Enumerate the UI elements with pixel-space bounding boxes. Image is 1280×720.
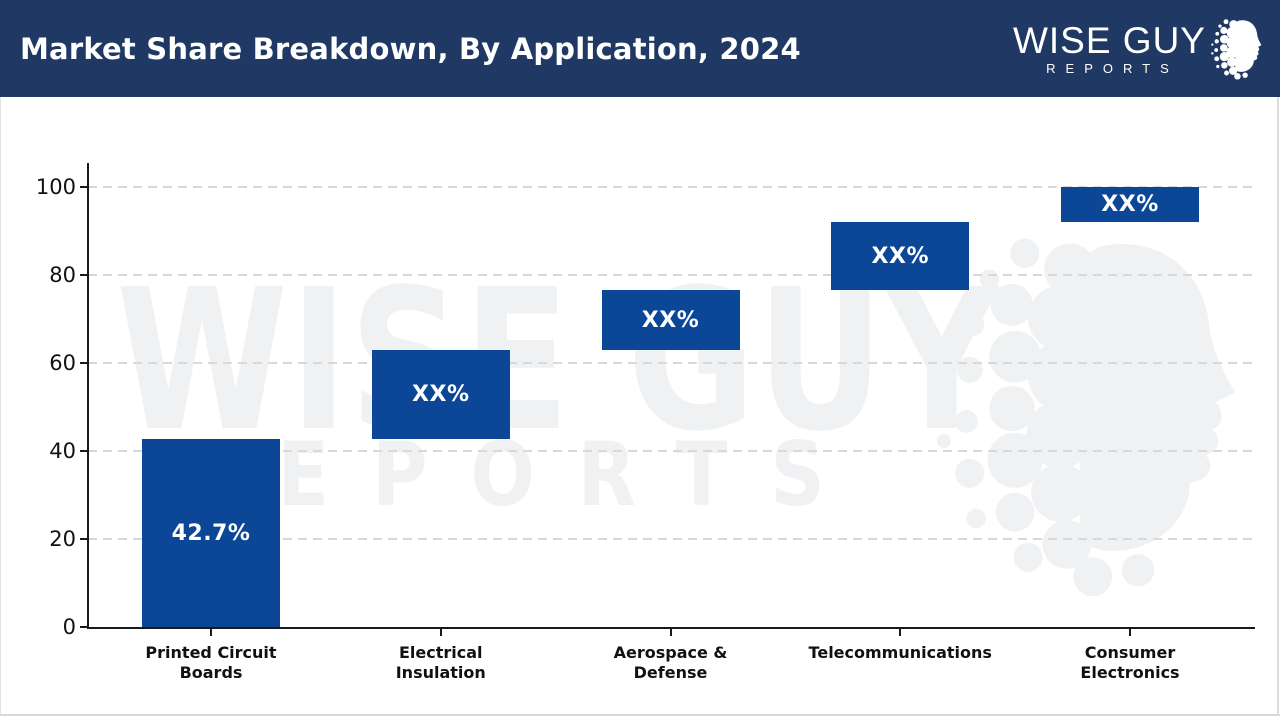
category-label: Telecommunications (808, 643, 992, 662)
y-tick-mark (80, 186, 88, 188)
page-edge-bottom (0, 714, 1280, 716)
category-label: Consumer Electronics (1080, 643, 1180, 682)
x-tick-mark (439, 629, 442, 636)
y-gridline (88, 538, 1252, 540)
x-axis (87, 627, 1255, 629)
y-axis (87, 163, 89, 629)
page-title: Market Share Breakdown, By Application, … (20, 31, 801, 66)
watermark-text-line1: WISE GUY (116, 247, 1000, 474)
category-label: Printed Circuit Boards (145, 643, 277, 682)
bar-value-label: XX% (1101, 191, 1159, 217)
bar-segment: XX% (601, 290, 740, 350)
bar-segment: XX% (831, 221, 970, 291)
bar-value-label: 42.7% (171, 520, 251, 546)
brand-text: WISE GUY REPORTS (1012, 19, 1206, 77)
y-gridline (88, 450, 1252, 452)
y-tick-mark (80, 626, 88, 628)
brand-name: WISE GUY (1012, 19, 1206, 61)
y-tick-mark (80, 538, 88, 540)
y-tick-mark (80, 274, 88, 276)
x-tick-mark (899, 629, 902, 636)
y-gridline (88, 362, 1252, 364)
y-tick-label: 60 (49, 351, 76, 375)
x-tick-mark (1129, 629, 1131, 636)
bar-segment: XX% (1061, 187, 1199, 222)
x-tick-mark (210, 629, 212, 636)
bar-segment: XX% (371, 349, 510, 440)
header: Market Share Breakdown, By Application, … (0, 0, 1280, 97)
category-label: Electrical Insulation (395, 643, 486, 682)
brand-subtitle: REPORTS (1046, 61, 1179, 77)
y-gridline (88, 186, 1252, 188)
y-gridline (88, 274, 1252, 276)
y-tick-label: 0 (62, 615, 76, 639)
brand-logo: WISE GUY REPORTS (1013, 6, 1268, 92)
chart-area: WISE GUY REPORTS 0 20 40 60 80 100 42.7% Printe… (0, 97, 1280, 714)
y-tick-mark (80, 450, 88, 452)
bar-value-label: XX% (641, 307, 700, 333)
y-tick-mark (80, 362, 88, 364)
wiseguy-head-icon (1208, 10, 1268, 88)
x-tick-mark (669, 629, 672, 636)
y-tick-label: 80 (49, 263, 76, 287)
page-edge-left (0, 97, 1, 716)
y-tick-label: 40 (49, 439, 76, 463)
bar-value-label: XX% (412, 381, 470, 407)
y-tick-label: 20 (49, 527, 76, 551)
watermark-head-icon (918, 189, 1274, 641)
bar-segment: 42.7% (142, 439, 280, 627)
y-tick-label: 100 (35, 175, 76, 199)
page-edge-right (1277, 97, 1279, 716)
bar-value-label: XX% (871, 243, 929, 269)
category-label: Aerospace & Defense (613, 643, 728, 682)
watermark-text-line2: REPORTS (176, 423, 868, 526)
